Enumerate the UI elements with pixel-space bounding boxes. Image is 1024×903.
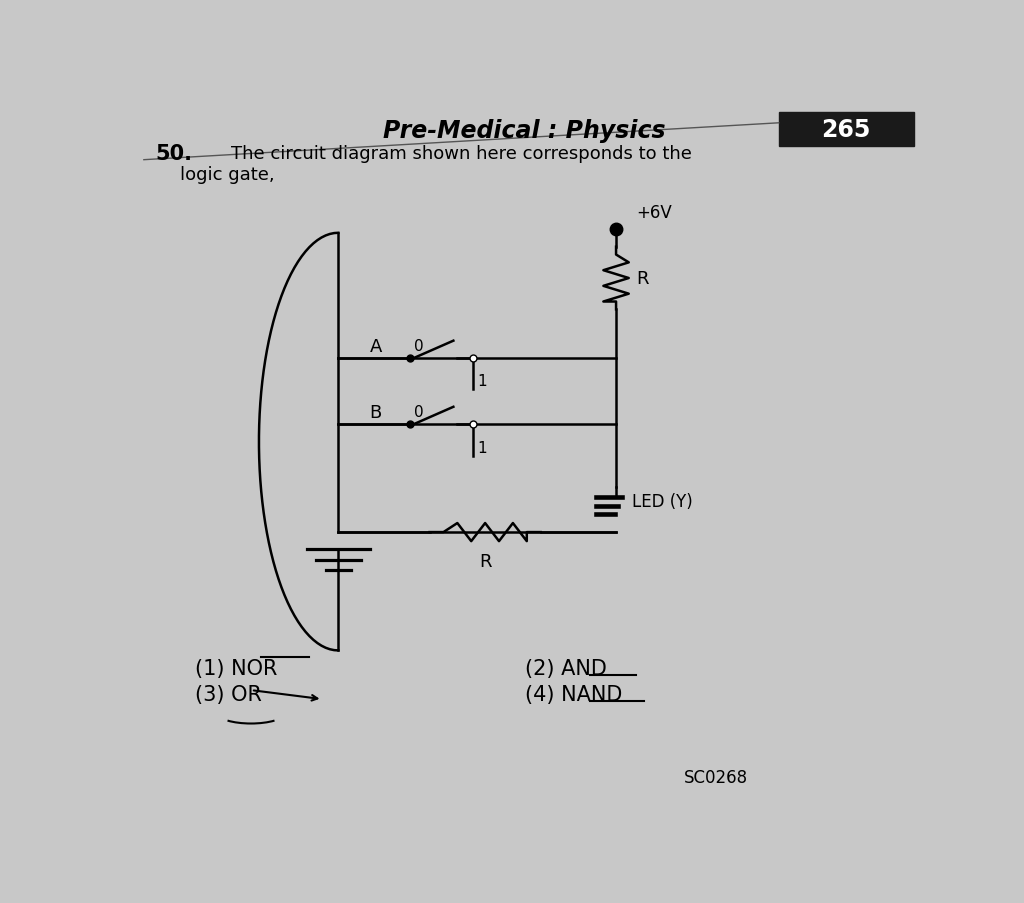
Text: logic gate,: logic gate, [179,165,274,183]
Text: Pre-Medical : Physics: Pre-Medical : Physics [383,118,667,143]
Text: (2) AND: (2) AND [524,658,606,678]
Text: (1) NOR: (1) NOR [196,658,278,678]
Text: The circuit diagram shown here corresponds to the: The circuit diagram shown here correspon… [231,144,692,163]
Text: (4) NAND: (4) NAND [524,684,623,703]
Text: SC0268: SC0268 [684,768,748,787]
Text: R: R [636,270,648,288]
Text: 50.: 50. [156,144,193,163]
Text: +6V: +6V [636,204,672,222]
Text: 1: 1 [477,440,486,455]
Text: B: B [370,404,382,421]
FancyBboxPatch shape [778,113,913,146]
Text: 0: 0 [414,339,423,354]
Text: 265: 265 [821,118,870,142]
Text: (3) OR: (3) OR [196,684,262,703]
Text: R: R [479,552,492,570]
Text: 0: 0 [414,405,423,420]
Text: LED (Y): LED (Y) [632,492,692,510]
Text: A: A [370,337,382,355]
Text: 1: 1 [477,374,486,389]
